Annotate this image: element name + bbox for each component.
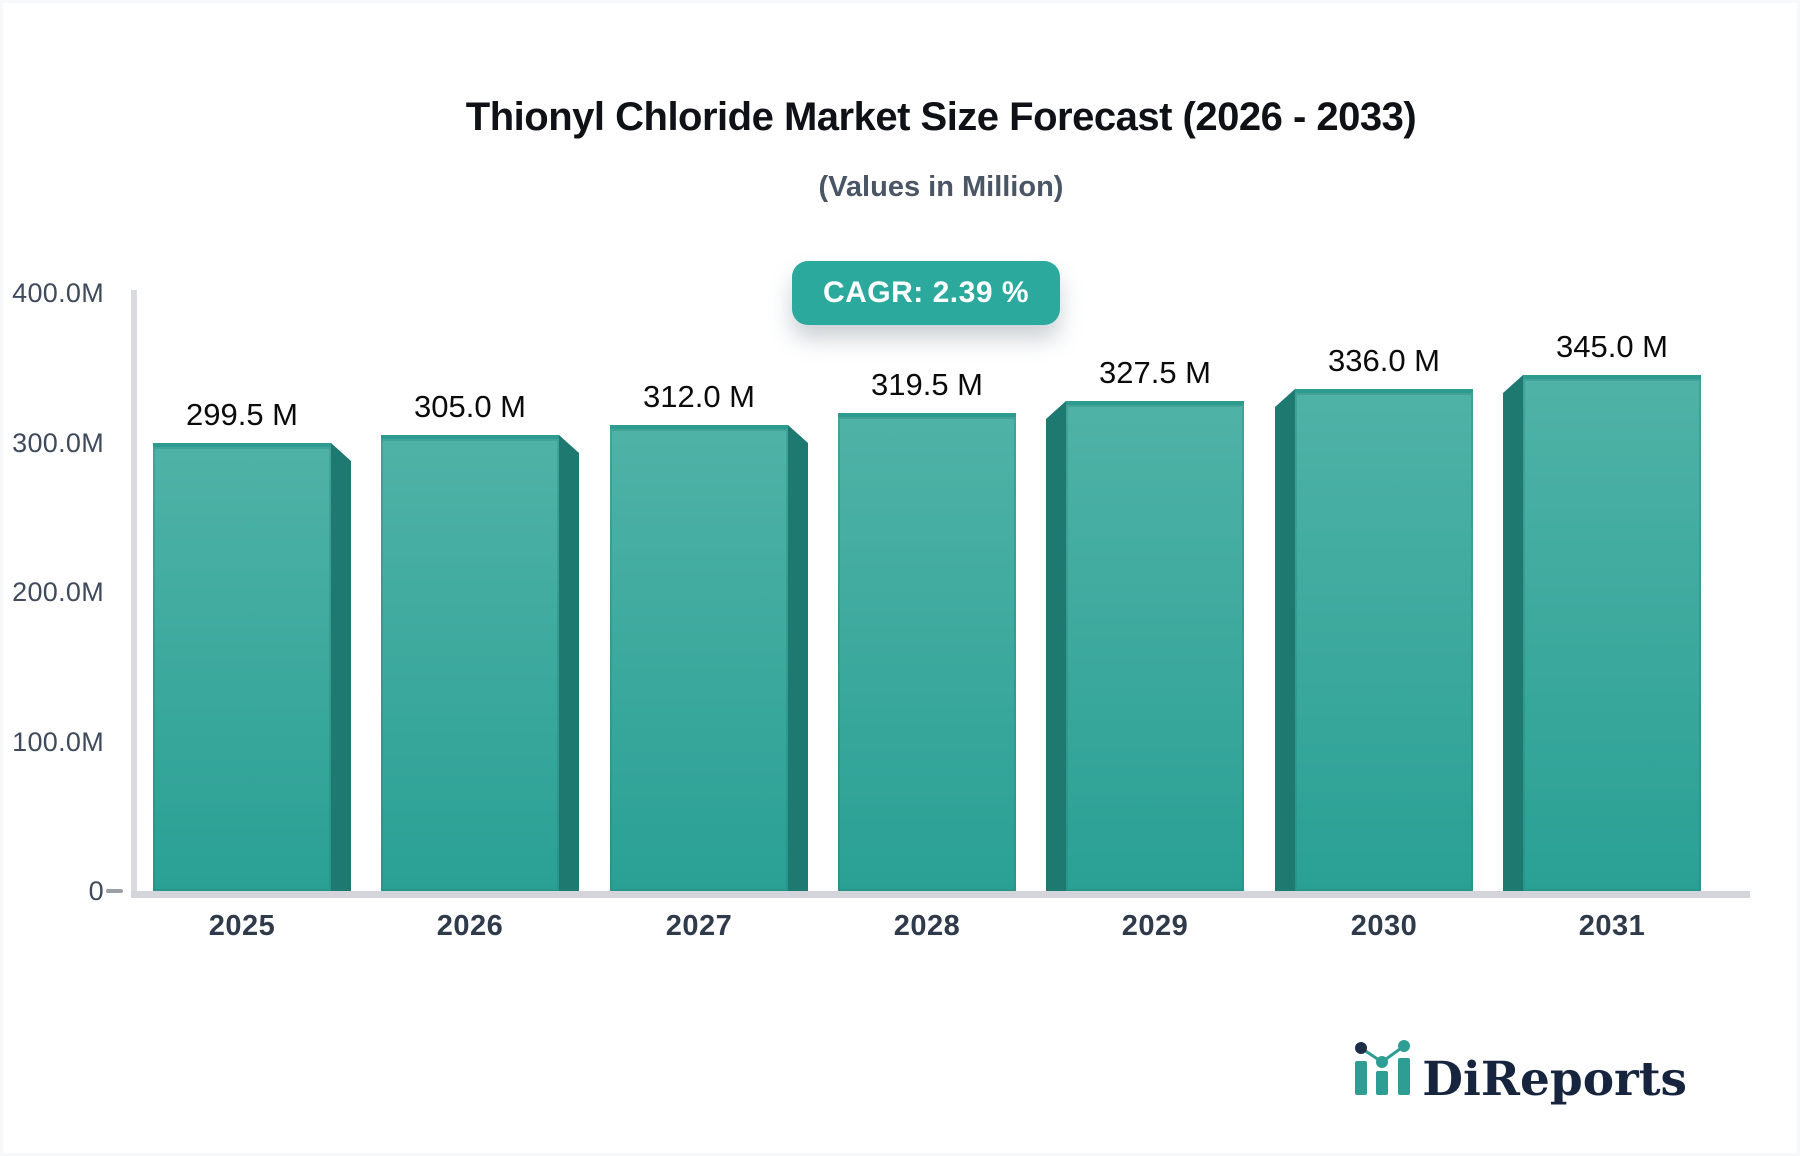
x-axis-line — [131, 891, 1750, 898]
y-axis-tick-label-300.0M: 300.0M — [12, 427, 104, 458]
x-axis-label-2028: 2028 — [893, 910, 961, 942]
bar-value-label-2028: 319.5 M — [870, 367, 983, 402]
bar-value-label-2029: 327.5 M — [1098, 355, 1211, 390]
bar-2029[interactable] — [1066, 401, 1244, 891]
x-axis-label-2027: 2027 — [665, 910, 733, 942]
x-axis-label-2030: 2030 — [1350, 910, 1418, 942]
y-axis-zero-tick-mark — [106, 889, 123, 893]
x-axis-label-2029: 2029 — [1121, 910, 1189, 942]
cagr-badge-label: CAGR: 2.39 % — [822, 276, 1030, 309]
bar-2025[interactable] — [153, 443, 331, 891]
cagr-badge: CAGR: 2.39 % — [792, 261, 1060, 325]
bar-side-2030 — [1275, 389, 1295, 891]
y-axis-tick-label-400.0M: 400.0M — [12, 278, 104, 308]
bar-2031[interactable] — [1523, 375, 1701, 891]
chart-subtitle: (Values in Million) — [818, 171, 1064, 203]
direports-logo: DiReports — [1352, 1035, 1687, 1107]
x-axis-label-2025: 2025 — [208, 910, 276, 942]
bar-side-2027 — [788, 425, 808, 891]
chart-title: Thionyl Chloride Market Size Forecast (2… — [465, 95, 1417, 139]
bar-side-2026 — [559, 435, 579, 891]
bar-value-label-2026: 305.0 M — [413, 389, 526, 424]
y-axis-tick-label-200.0M: 200.0M — [12, 577, 104, 607]
y-axis-tick-label-100.0M: 100.0M — [12, 726, 104, 757]
x-axis-label-2026: 2026 — [436, 910, 504, 942]
chart-canvas: Thionyl Chloride Market Size Forecast (2… — [3, 3, 1797, 1153]
bar-2026[interactable] — [381, 435, 559, 891]
bar-2028[interactable] — [838, 413, 1016, 891]
bar-value-label-2030: 336.0 M — [1327, 343, 1440, 378]
bar-side-2031 — [1503, 375, 1523, 891]
bar-chart-trend-icon — [1355, 1040, 1411, 1095]
bar-2030[interactable] — [1295, 389, 1473, 891]
bar-side-2025 — [331, 443, 351, 891]
x-axis-label-2031: 2031 — [1578, 910, 1646, 942]
bar-value-label-2025: 299.5 M — [185, 397, 298, 432]
bar-side-2029 — [1046, 401, 1066, 891]
y-axis-line — [131, 290, 137, 898]
y-axis-tick-label-0: 0 — [88, 876, 104, 906]
bar-value-label-2027: 312.0 M — [642, 379, 755, 414]
logo-text: DiReports — [1422, 1052, 1687, 1107]
bar-2027[interactable] — [610, 425, 788, 891]
bar-value-label-2031: 345.0 M — [1555, 329, 1668, 364]
